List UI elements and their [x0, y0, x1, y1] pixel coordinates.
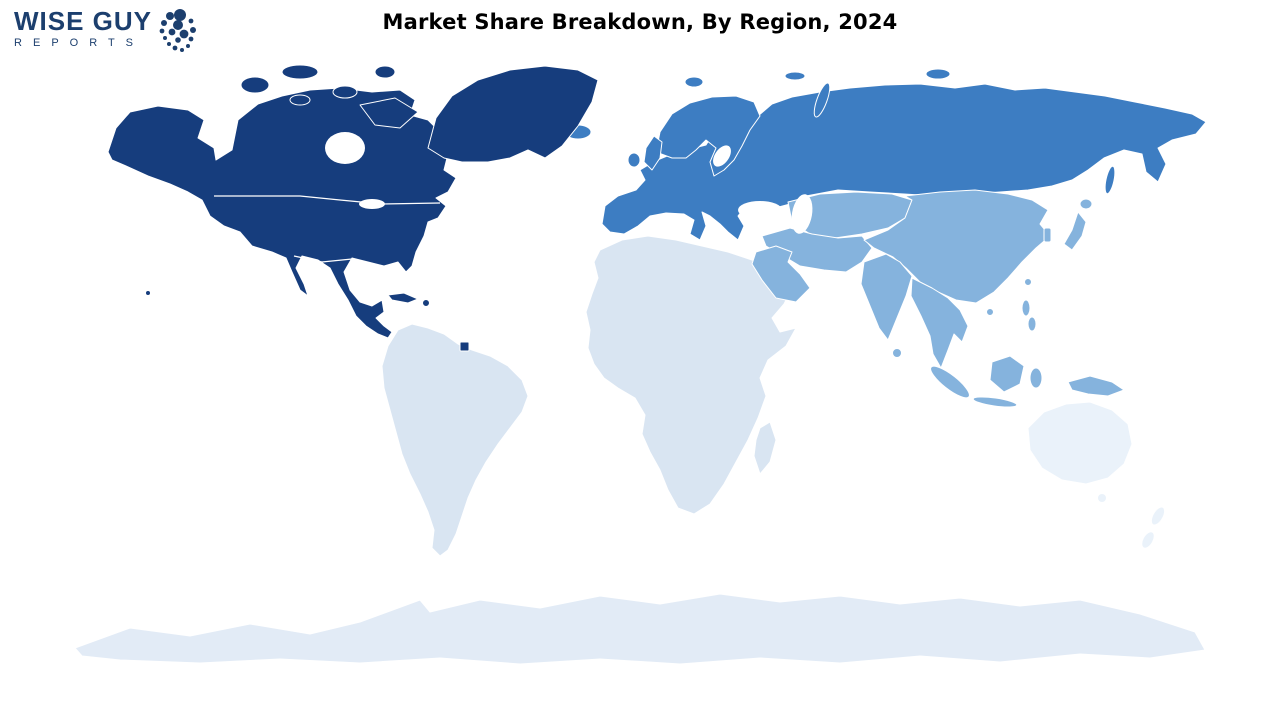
wiseguy-logo: WISE GUY R E P O R T S	[14, 8, 200, 60]
region-sulawesi	[1029, 367, 1043, 389]
region-borneo	[989, 355, 1025, 393]
region-korea	[1043, 227, 1052, 243]
region-cuba	[387, 292, 419, 304]
region-arctic-island-2	[281, 64, 319, 80]
region-tasmania	[1097, 493, 1107, 503]
region-sri-lanka	[892, 348, 902, 358]
region-severnaya-zemlya	[925, 68, 951, 80]
region-new-zealand-south	[1141, 531, 1155, 549]
region-australia	[1027, 401, 1133, 485]
region-taiwan	[1024, 278, 1032, 286]
us-mexico-border	[293, 255, 353, 263]
region-sakhalin	[1104, 165, 1116, 195]
logo-head-dots-icon	[156, 6, 200, 60]
region-philippines-north	[1021, 299, 1031, 317]
region-uk	[643, 135, 663, 171]
region-philippines-south	[1027, 316, 1037, 332]
region-ireland	[627, 152, 641, 168]
region-new-guinea	[1067, 375, 1125, 397]
region-central-asia	[787, 191, 913, 239]
logo-title: WISE GUY	[14, 6, 153, 36]
region-hainan	[986, 308, 994, 316]
region-japan	[1063, 211, 1087, 251]
region-india	[860, 253, 913, 341]
region-baffin-island	[359, 97, 419, 129]
region-arctic-island-1	[240, 76, 270, 94]
region-novaya-zemlya	[813, 82, 831, 118]
region-sumatra	[930, 365, 970, 399]
region-arctic-island-3	[332, 85, 358, 99]
region-north-america-mainland	[107, 87, 457, 339]
region-arctic-island-4	[289, 94, 311, 106]
region-arabia	[751, 245, 811, 303]
region-scandinavia	[655, 95, 761, 177]
region-south-america	[381, 323, 529, 557]
region-java	[972, 396, 1018, 408]
region-svalbard	[684, 76, 704, 88]
region-french-guiana	[459, 341, 470, 352]
hudson-bay	[325, 132, 365, 164]
region-antarctica	[74, 593, 1206, 665]
great-lakes	[359, 199, 385, 209]
logo-subtitle: R E P O R T S	[14, 37, 137, 49]
page-title: Market Share Breakdown, By Region, 2024	[382, 10, 898, 34]
region-franz-josef	[784, 71, 806, 81]
region-china-mongolia	[863, 189, 1051, 304]
region-southeast-asia	[910, 277, 969, 369]
region-hawaii	[145, 290, 151, 296]
region-hispaniola	[422, 299, 430, 307]
caspian-sea	[791, 194, 813, 234]
region-madagascar	[753, 421, 777, 475]
region-hokkaido	[1079, 198, 1093, 210]
region-new-zealand-north	[1150, 506, 1166, 526]
us-canada-border	[214, 195, 441, 205]
wiseguy-logo-text: WISE GUY R E P O R T S	[14, 8, 152, 49]
baltic-sea	[713, 145, 731, 167]
region-arctic-island-5	[374, 65, 396, 79]
black-sea	[738, 201, 782, 219]
region-greenland	[427, 65, 599, 163]
